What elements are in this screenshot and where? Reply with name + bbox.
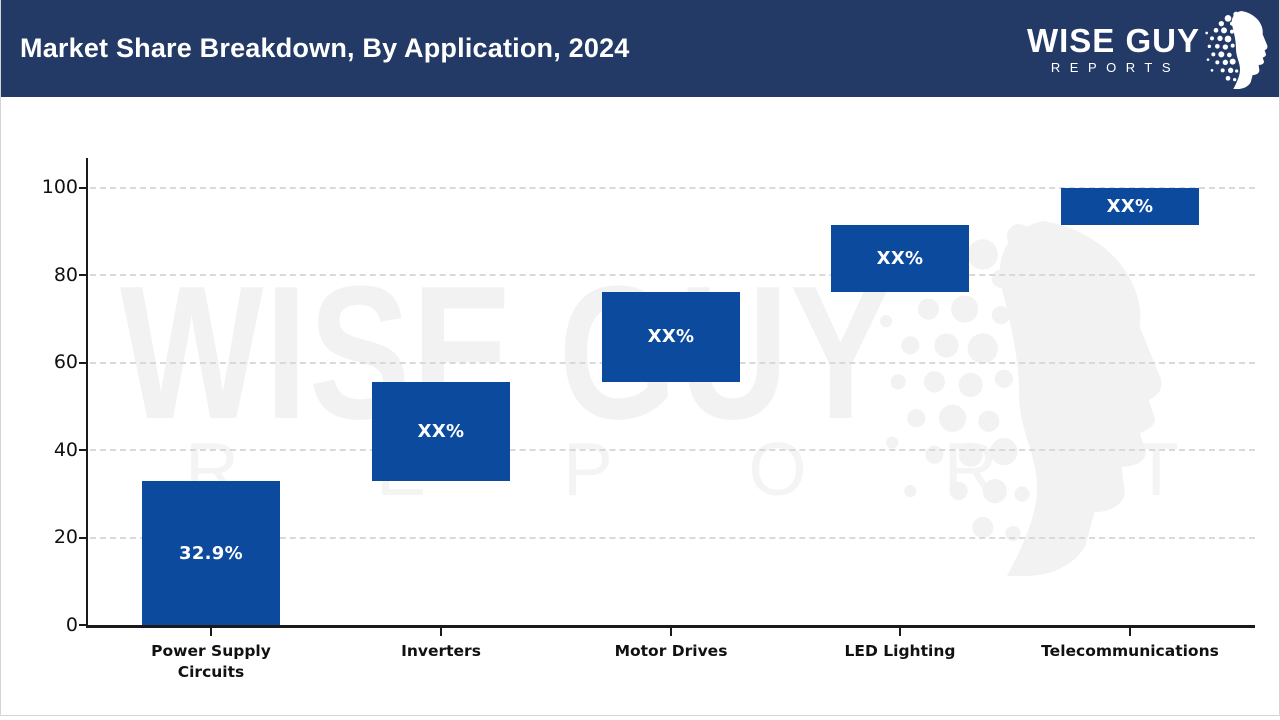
bar-value-label: XX% (418, 421, 465, 442)
y-axis-line (86, 158, 88, 627)
bar-segment: XX% (831, 225, 969, 292)
bar-segment: XX% (602, 292, 740, 382)
waterfall-chart: 0 20 40 60 80 100 32.9% Power Supply Circuits XX… (0, 97, 1280, 717)
header-bar: Market Share Breakdown, By Application, … (0, 0, 1280, 97)
x-tick (210, 628, 212, 636)
y-tick-label: 40 (18, 441, 78, 460)
gridline (90, 449, 1255, 451)
y-tick-label: 0 (18, 616, 78, 635)
category-label: Power Supply Circuits (121, 641, 301, 683)
bar-value-label: XX% (648, 326, 695, 347)
wiseguy-head-icon (1202, 9, 1270, 89)
wiseguy-logo-text: WISE GUY REPORTS (1027, 24, 1200, 74)
wiseguy-logo: WISE GUY REPORTS (1027, 6, 1270, 91)
y-tick-label: 20 (18, 528, 78, 547)
bar-value-label: XX% (877, 248, 924, 269)
report-chart-page: Market Share Breakdown, By Application, … (0, 0, 1280, 720)
y-tick-label: 60 (18, 353, 78, 372)
page-title: Market Share Breakdown, By Application, … (20, 33, 630, 64)
category-label: Telecommunications (1040, 641, 1220, 662)
logo-reports-label: REPORTS (1031, 61, 1200, 74)
bar-segment: XX% (372, 382, 510, 481)
x-tick (1129, 628, 1131, 636)
logo-wiseguy-label: WISE GUY (1027, 24, 1200, 57)
x-tick (899, 628, 901, 636)
bar-value-label: 32.9% (179, 543, 243, 564)
y-tick-label: 100 (18, 178, 78, 197)
category-label: LED Lighting (810, 641, 990, 662)
y-tick-label: 80 (18, 266, 78, 285)
category-label: Inverters (351, 641, 531, 662)
category-label: Motor Drives (581, 641, 761, 662)
bar-segment: XX% (1061, 188, 1199, 226)
x-tick (670, 628, 672, 636)
bar-segment: 32.9% (142, 481, 280, 625)
x-tick (440, 628, 442, 636)
bar-value-label: XX% (1107, 196, 1154, 217)
gridline (90, 274, 1255, 276)
